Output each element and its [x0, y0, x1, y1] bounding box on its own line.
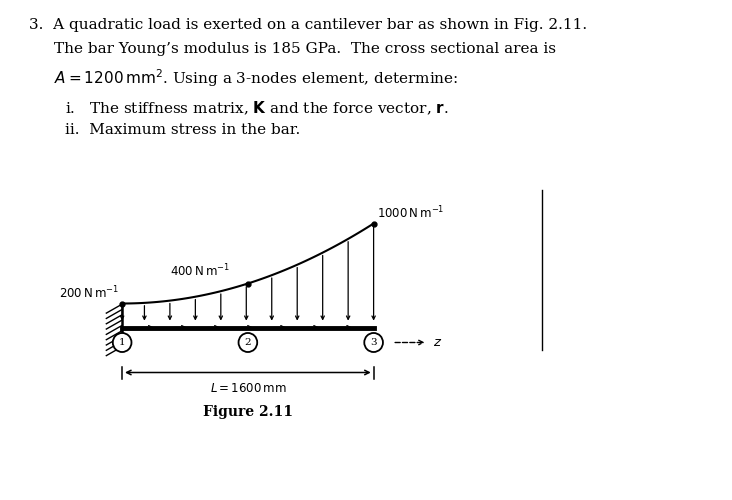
Text: 2: 2	[244, 338, 251, 347]
Text: i.   The stiffness matrix, $\mathbf{K}$ and the force vector, $\mathbf{r}$.: i. The stiffness matrix, $\mathbf{K}$ an…	[64, 100, 448, 117]
Text: $200\,\mathrm{N\,m}^{-1}$: $200\,\mathrm{N\,m}^{-1}$	[59, 284, 119, 301]
Text: 1: 1	[119, 338, 125, 347]
Text: The bar Young’s modulus is 185 GPa.  The cross sectional area is: The bar Young’s modulus is 185 GPa. The …	[54, 42, 556, 56]
Text: $400\,\mathrm{N\,m}^{-1}$: $400\,\mathrm{N\,m}^{-1}$	[170, 263, 230, 280]
Text: $L = 1600\,\mathrm{mm}$: $L = 1600\,\mathrm{mm}$	[209, 382, 286, 394]
Text: $z$: $z$	[433, 336, 443, 349]
Ellipse shape	[365, 333, 383, 352]
Text: 3.  A quadratic load is exerted on a cantilever bar as shown in Fig. 2.11.: 3. A quadratic load is exerted on a cant…	[29, 18, 587, 32]
Ellipse shape	[113, 333, 132, 352]
Ellipse shape	[239, 333, 257, 352]
Text: 3: 3	[370, 338, 377, 347]
Text: ii.  Maximum stress in the bar.: ii. Maximum stress in the bar.	[64, 122, 300, 136]
Text: $1000\,\mathrm{N\,m}^{-1}$: $1000\,\mathrm{N\,m}^{-1}$	[377, 204, 444, 221]
Text: Figure 2.11: Figure 2.11	[203, 405, 293, 419]
Text: $A = 1200\,\mathrm{mm}^2$. Using a 3-nodes element, determine:: $A = 1200\,\mathrm{mm}^2$. Using a 3-nod…	[54, 68, 458, 89]
